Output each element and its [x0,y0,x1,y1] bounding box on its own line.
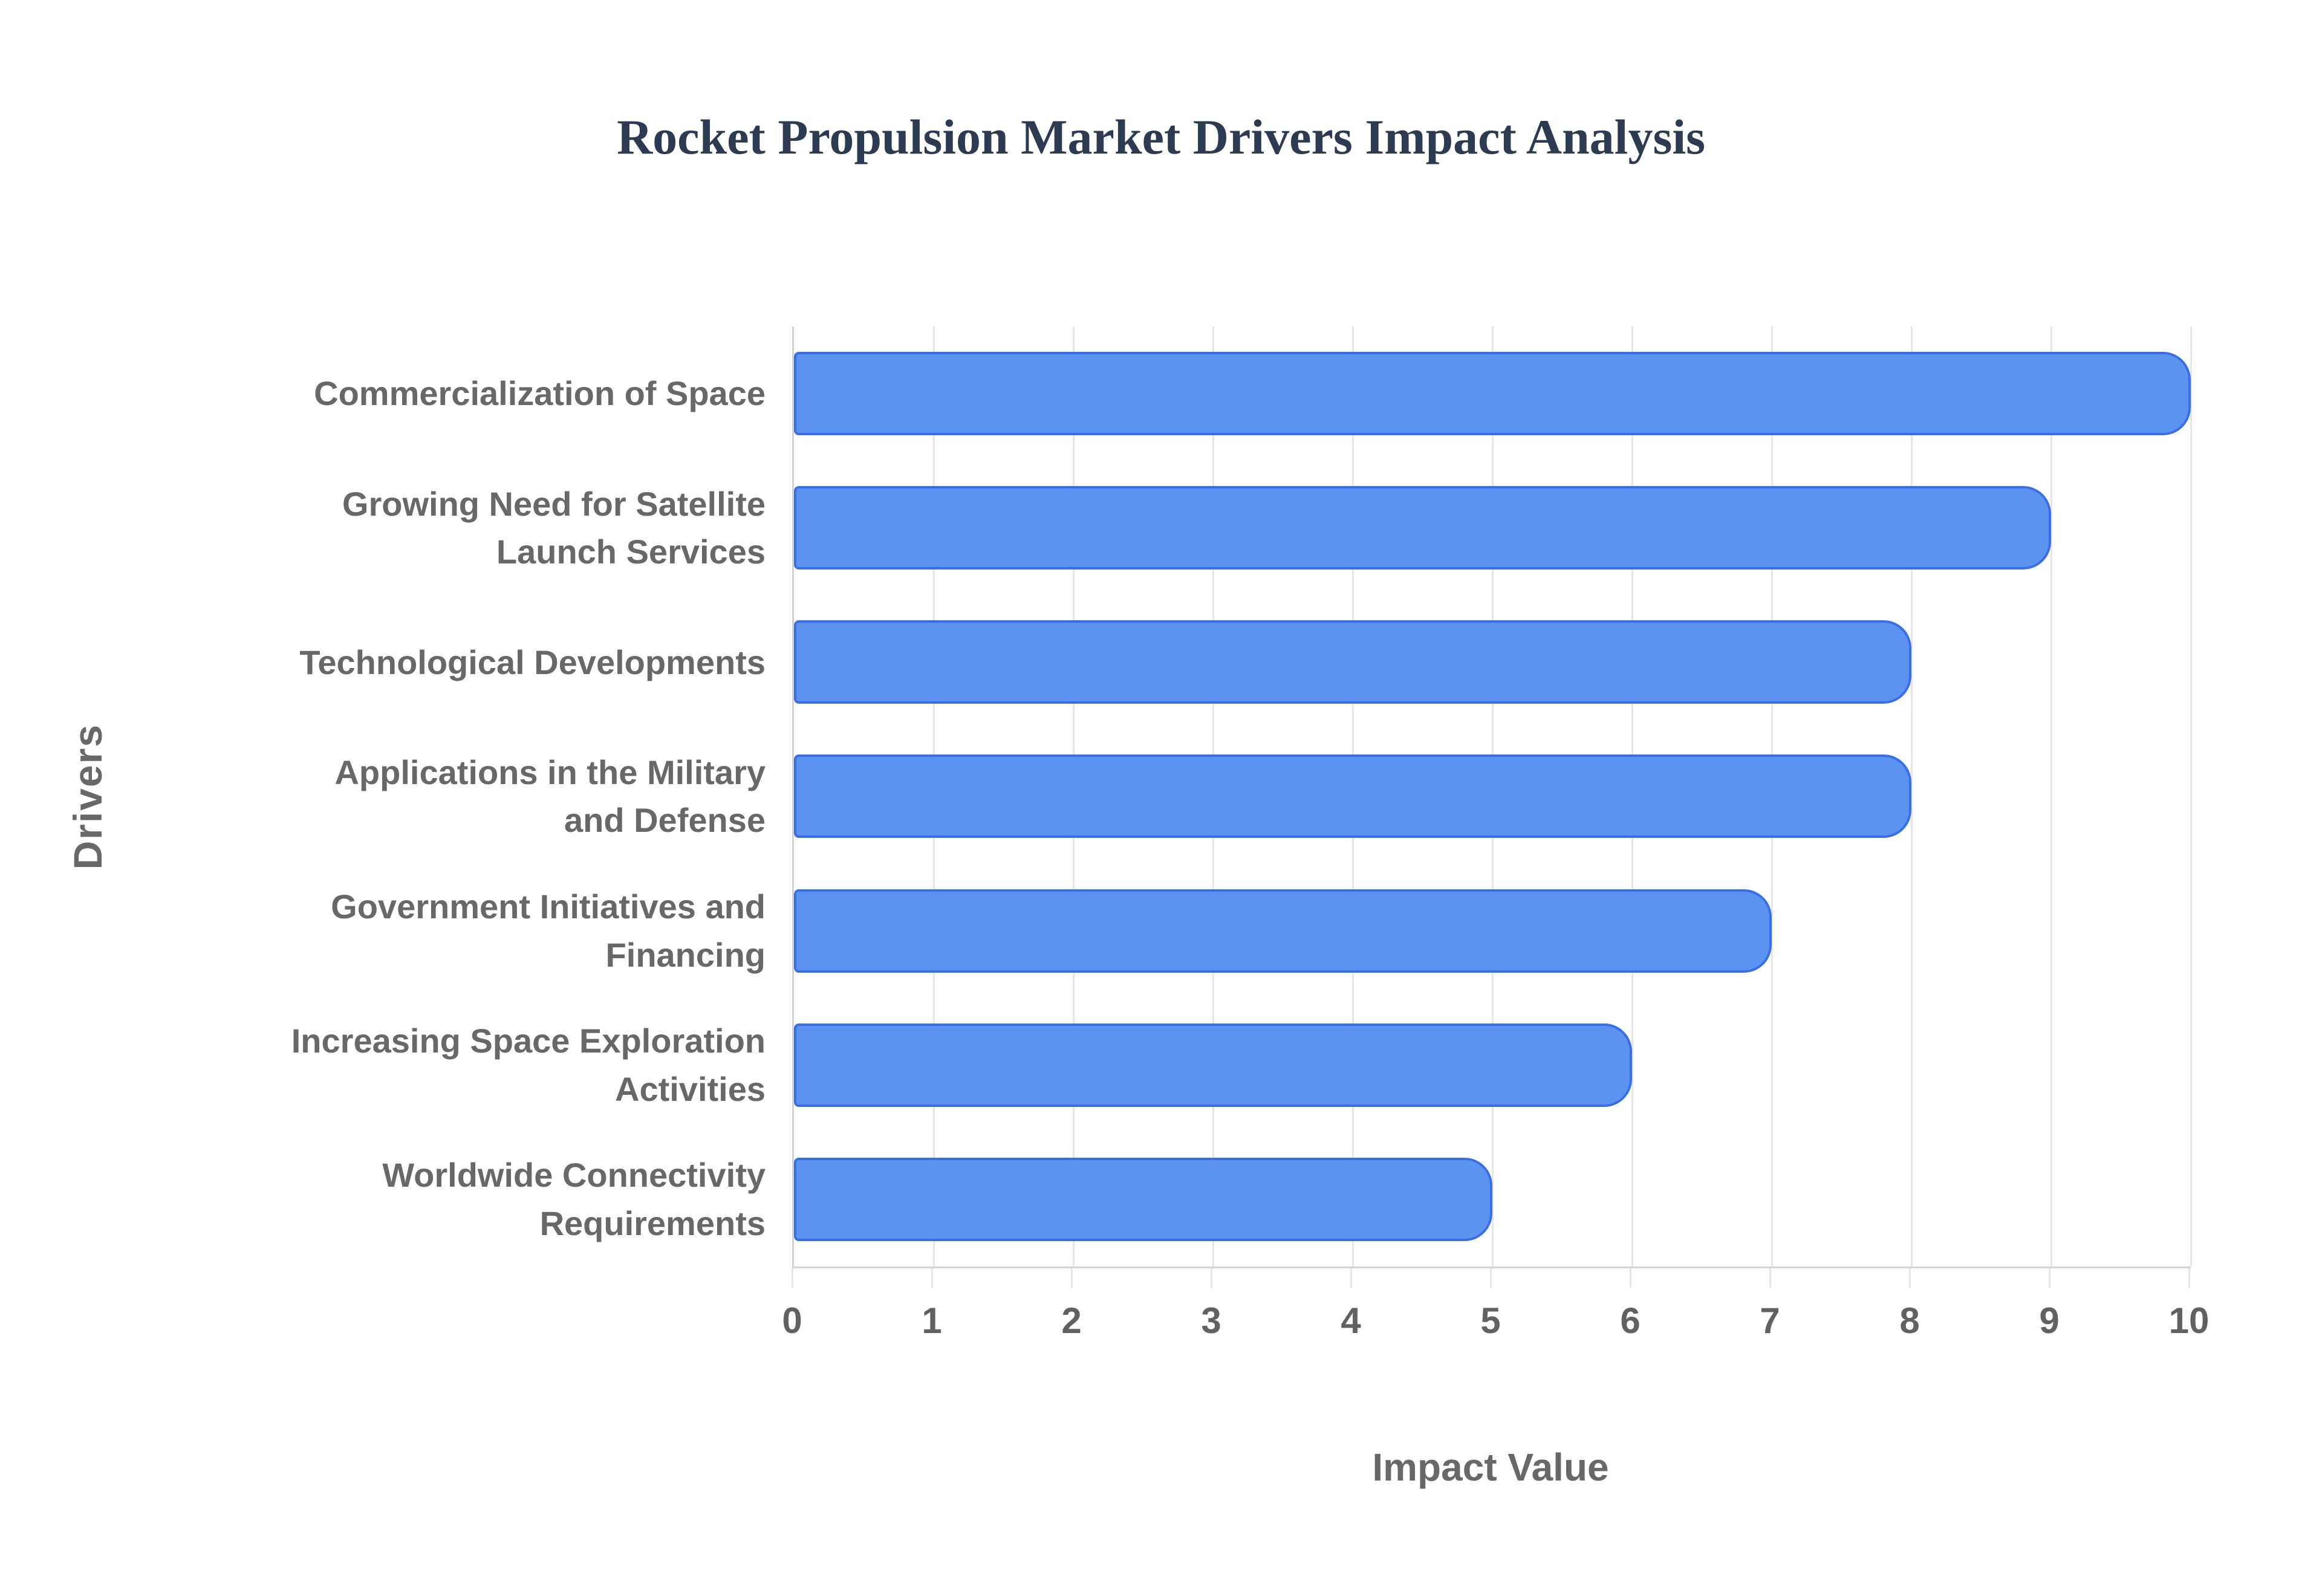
tick-label-x-4: 4 [1341,1300,1361,1341]
category-label-1: Commercialization of Space [314,374,766,413]
category-label-row: Worldwide Connectivity Requirements [115,1132,792,1267]
bar-row [794,326,2191,461]
bar-6 [794,1023,1632,1107]
category-label-6: Increasing Space Exploration Activities [291,1022,766,1108]
tick-mark-x-10 [2188,1268,2190,1288]
bar-series [794,326,2191,1267]
tick-mark-x-9 [2049,1268,2050,1288]
category-label-5: Government Initiatives and Financing [331,887,766,974]
bar-row [794,461,2191,595]
tick-label-x-9: 9 [2039,1300,2060,1341]
category-label-row: Applications in the Military and Defense [115,729,792,863]
bar-4 [794,754,1911,839]
category-label-row: Technological Developments [115,595,792,729]
tick-label-x-1: 1 [922,1300,942,1341]
tick-mark-x-2 [1071,1268,1073,1288]
gridline-x-9 [2050,326,2052,1267]
plot-area [792,326,2192,1268]
bar-7 [794,1157,1492,1241]
tick-label-x-6: 6 [1620,1300,1641,1341]
gridline-x-8 [1911,326,1913,1267]
category-label-4: Applications in the Military and Defense [334,753,766,840]
bar-1 [794,352,2191,436]
tick-label-x-8: 8 [1899,1300,1920,1341]
category-labels: Commercialization of Space Growing Need f… [115,326,792,1267]
bar-row [794,729,2191,863]
category-label-row: Increasing Space Exploration Activities [115,998,792,1132]
tick-label-x-10: 10 [2168,1300,2210,1341]
tick-mark-x-0 [792,1268,793,1288]
category-label-row: Growing Need for Satellite Launch Servic… [115,461,792,595]
tick-mark-x-4 [1350,1268,1352,1288]
x-axis-title: Impact Value [1372,1445,1609,1489]
category-label-3: Technological Developments [299,643,766,681]
category-label-row: Government Initiatives and Financing [115,864,792,998]
bar-row [794,595,2191,729]
chart-title: Rocket Propulsion Market Drivers Impact … [616,109,1706,164]
y-axis-title-container: Drivers [60,326,115,1267]
bar-3 [794,620,1911,704]
tick-mark-x-1 [931,1268,933,1288]
bar-2 [794,486,2051,570]
y-axis-title: Drivers [65,723,110,870]
tick-mark-x-8 [1909,1268,1911,1288]
bar-row [794,864,2191,998]
tick-label-x-7: 7 [1760,1300,1780,1341]
tick-mark-x-6 [1630,1268,1631,1288]
tick-mark-x-5 [1490,1268,1492,1288]
category-label-2: Growing Need for Satellite Launch Servic… [342,484,766,571]
category-label-7: Worldwide Connectivity Requirements [382,1156,766,1242]
tick-mark-x-3 [1211,1268,1212,1288]
tick-label-x-0: 0 [782,1300,802,1341]
x-axis-tick-labels: 0 1 2 3 4 5 6 7 8 9 10 [782,1300,2209,1354]
tick-label-x-2: 2 [1061,1300,1082,1341]
bar-5 [794,889,1772,973]
tick-label-x-3: 3 [1201,1300,1221,1341]
gridline-x-10 [2190,326,2192,1267]
tick-label-x-5: 5 [1480,1300,1501,1341]
bar-row [794,998,2191,1132]
category-label-row: Commercialization of Space [115,326,792,461]
bar-row [794,1132,2191,1267]
x-axis-tick-marks [792,1268,2190,1288]
tick-mark-x-7 [1769,1268,1771,1288]
